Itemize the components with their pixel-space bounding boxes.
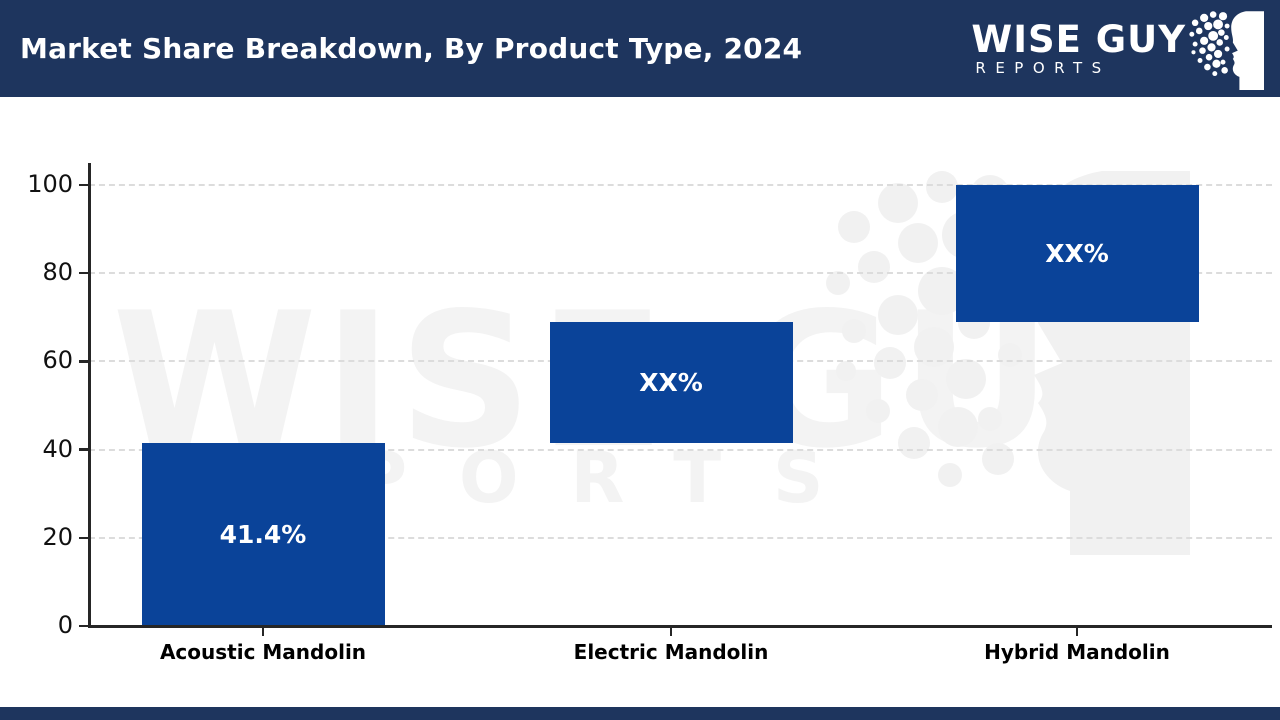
y-axis-tick <box>79 271 88 275</box>
x-axis-category-label: Acoustic Mandolin <box>159 640 367 664</box>
logo-wiseguy-label: WISE GUY <box>971 18 1186 61</box>
bar: XX% <box>549 321 793 444</box>
bar-value-label: 41.4% <box>219 520 307 550</box>
y-axis-tick-label: 40 <box>42 434 73 463</box>
gridline <box>89 536 1272 539</box>
bar-value-label: XX% <box>639 368 703 398</box>
y-axis-tick <box>79 183 88 187</box>
y-axis-tick <box>79 536 88 540</box>
x-axis-category-label: Hybrid Mandolin <box>984 640 1170 664</box>
y-axis-tick-label: 0 <box>57 611 73 639</box>
gridline <box>89 448 1272 451</box>
x-axis-category-label: Electric Mandolin <box>573 640 769 664</box>
y-axis-tick <box>79 448 88 451</box>
y-axis-tick-label: 80 <box>42 258 73 287</box>
y-axis-tick-label: 60 <box>42 346 73 375</box>
header-bar: Market Share Breakdown, By Product Type,… <box>0 0 1280 97</box>
gridline <box>89 184 1272 186</box>
footer-bar <box>0 707 1280 720</box>
logo-reports-label: REPORTS <box>975 59 1111 77</box>
logo-face-icon <box>1189 10 1264 90</box>
bar-value-label: XX% <box>1045 238 1109 268</box>
page-title: Market Share Breakdown, By Product Type,… <box>20 32 803 65</box>
y-axis-tick <box>79 360 88 363</box>
x-axis-line <box>87 624 1272 628</box>
x-axis-tick <box>261 627 265 636</box>
x-axis-tick <box>1075 627 1079 636</box>
y-axis-line <box>87 163 91 628</box>
brand-logo-text: WISE GUY REPORTS <box>971 21 1186 76</box>
y-axis-tick-label: 100 <box>27 170 73 198</box>
brand-logo: WISE GUY REPORTS <box>971 8 1280 90</box>
gridline <box>89 272 1272 275</box>
x-axis-tick <box>669 627 673 636</box>
y-axis-tick-label: 20 <box>42 522 73 551</box>
bar: XX% <box>955 185 1199 322</box>
y-axis-tick <box>79 624 88 628</box>
bar: 41.4% <box>141 443 385 626</box>
